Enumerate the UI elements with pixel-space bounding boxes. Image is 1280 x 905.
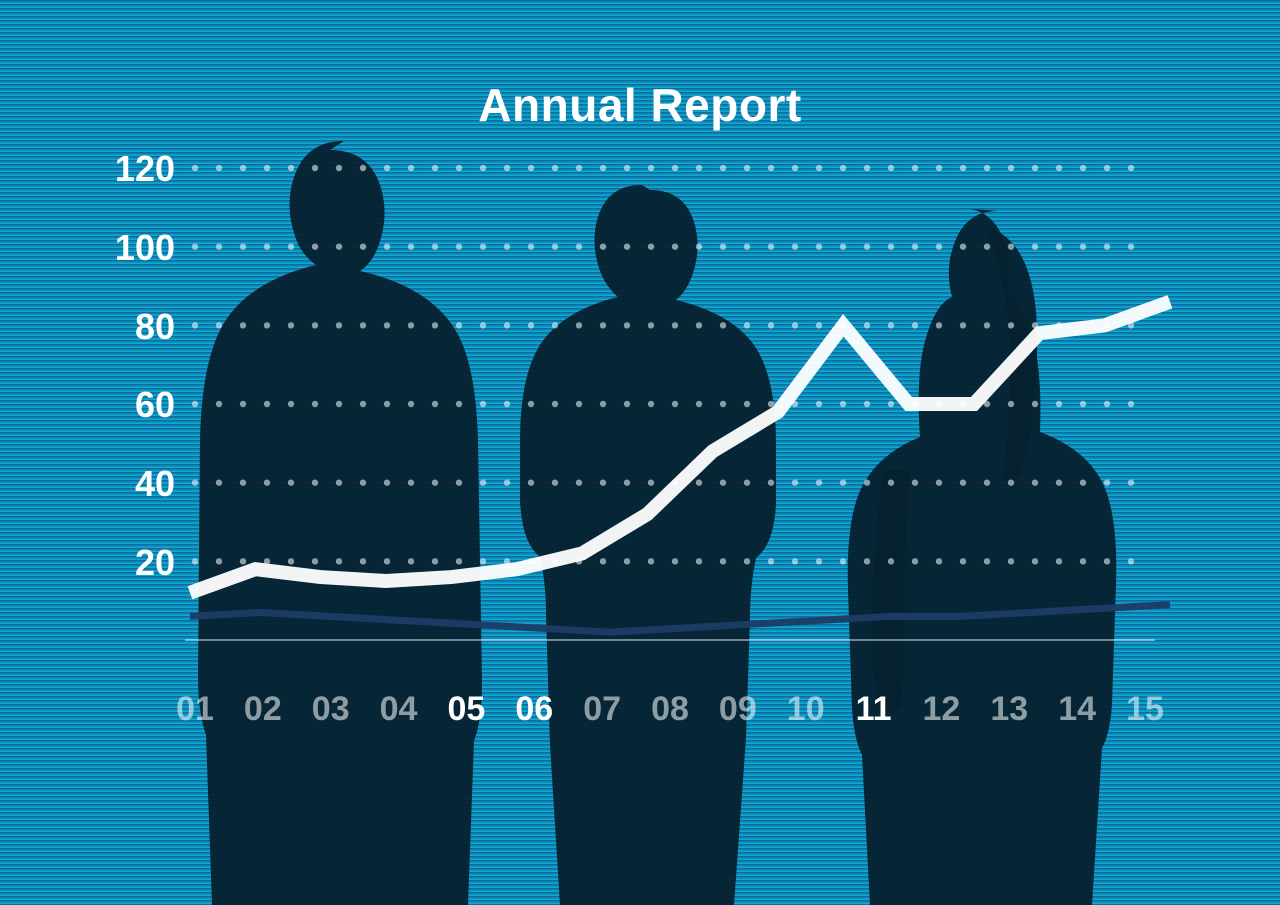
y-tick-label: 80 (0, 306, 175, 348)
chart-title: Annual Report (0, 78, 1280, 132)
x-tick-label: 08 (640, 690, 700, 729)
x-tick-label: 03 (301, 690, 361, 729)
y-tick-label: 40 (0, 463, 175, 505)
x-tick-label: 07 (572, 690, 632, 729)
people-silhouettes (198, 141, 1116, 905)
chart-stage: Annual Report 20406080100120 01020304050… (0, 0, 1280, 905)
x-tick-label: 10 (776, 690, 836, 729)
chart-svg (0, 0, 1280, 905)
x-tick-label: 02 (233, 690, 293, 729)
y-tick-label: 120 (0, 148, 175, 190)
x-tick-label: 11 (844, 690, 904, 729)
x-tick-label: 04 (369, 690, 429, 729)
x-tick-label: 14 (1047, 690, 1107, 729)
y-tick-label: 60 (0, 384, 175, 426)
x-tick-label: 06 (504, 690, 564, 729)
y-tick-label: 20 (0, 542, 175, 584)
x-tick-label: 05 (436, 690, 496, 729)
x-tick-label: 15 (1115, 690, 1175, 729)
x-tick-label: 13 (979, 690, 1039, 729)
x-tick-label: 01 (165, 690, 225, 729)
y-tick-label: 100 (0, 227, 175, 269)
x-tick-label: 09 (708, 690, 768, 729)
x-tick-label: 12 (911, 690, 971, 729)
